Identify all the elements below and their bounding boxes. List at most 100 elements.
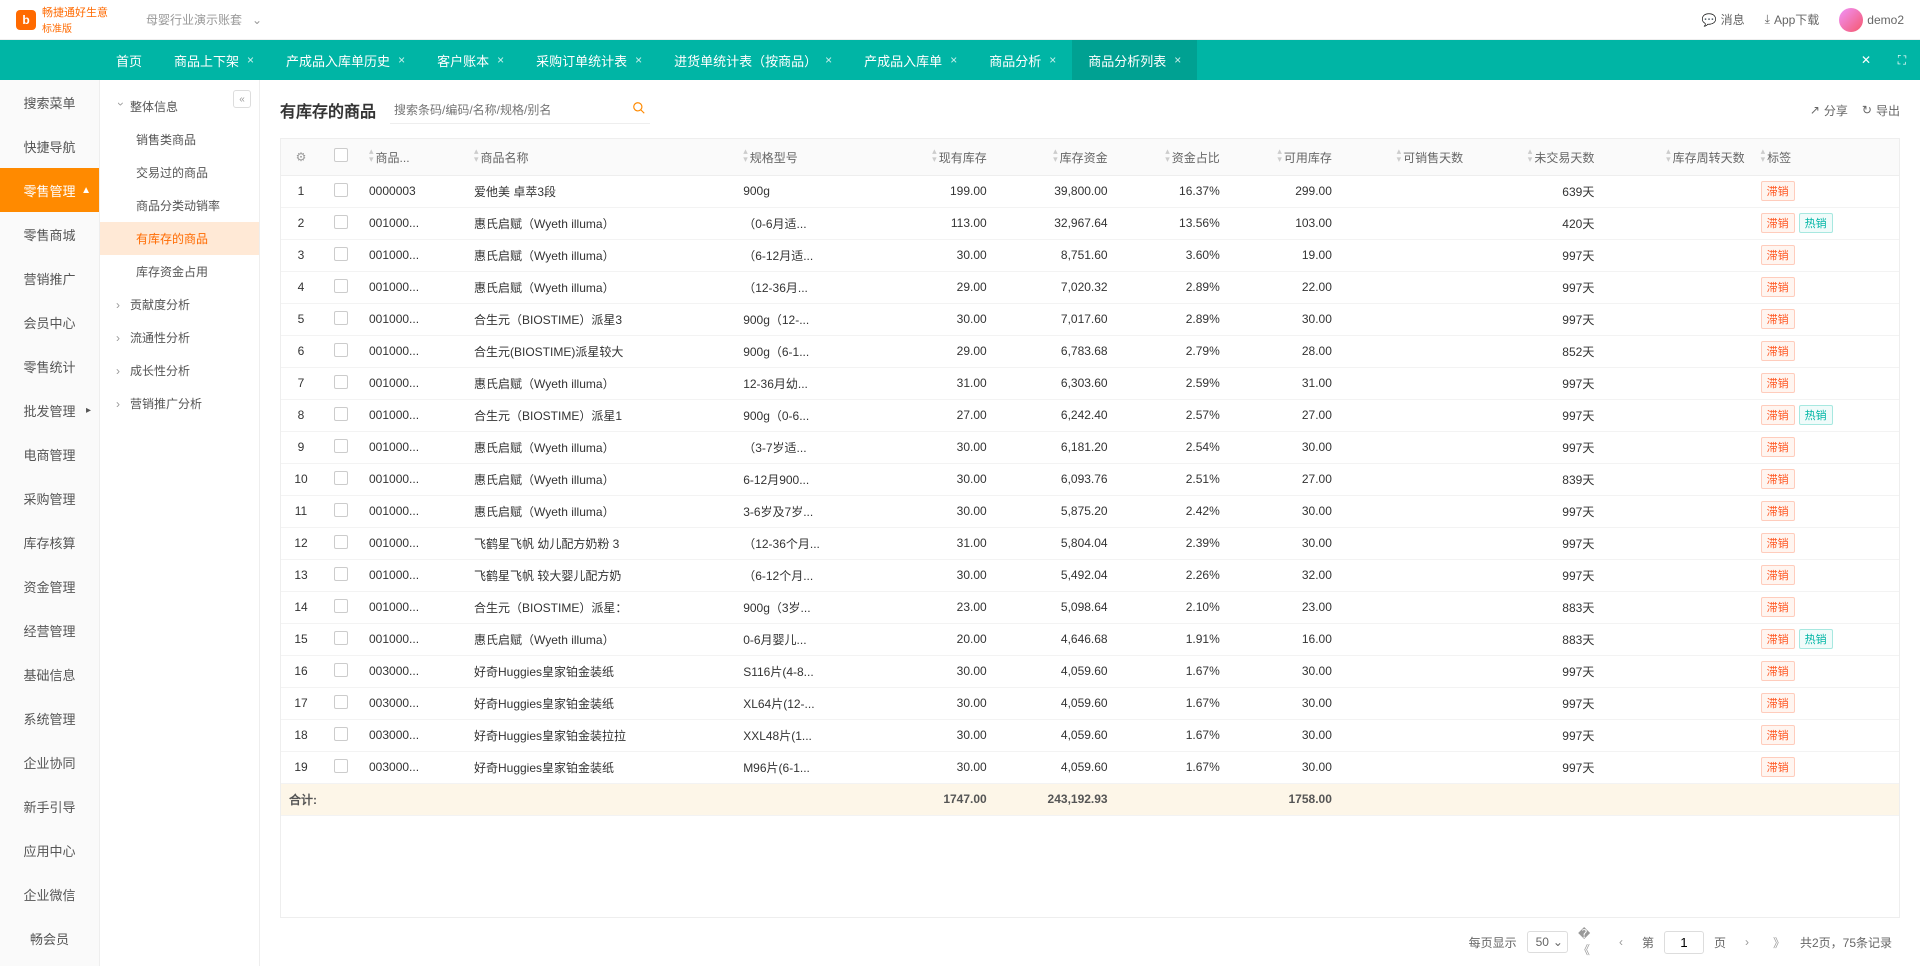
tab-6[interactable]: 产成品入库单× — [848, 40, 973, 80]
tree-sibling-1[interactable]: 流通性分析 — [100, 321, 259, 354]
table-row[interactable]: 16003000...好奇Huggies皇家铂金装纸S116片(4-8...30… — [281, 655, 1899, 687]
collapse-sidebar-button[interactable]: « — [233, 90, 251, 108]
table-row[interactable]: 14001000...合生元（BIOSTIME）派星：900g（3岁...23.… — [281, 591, 1899, 623]
row-checkbox[interactable] — [334, 695, 348, 709]
table-row[interactable]: 2001000...惠氏启赋（Wyeth illuma）（0-6月适...113… — [281, 207, 1899, 239]
table-row[interactable]: 12001000...飞鹤星飞帆 幼儿配方奶粉 3（12-36个月...31.0… — [281, 527, 1899, 559]
col-header-9[interactable]: ▴▾可销售天数 — [1340, 139, 1471, 175]
row-checkbox[interactable] — [334, 663, 348, 677]
table-row[interactable]: 9001000...惠氏启赋（Wyeth illuma）（3-7岁适...30.… — [281, 431, 1899, 463]
nav-item-6[interactable]: 零售统计 — [0, 344, 99, 388]
nav-item-14[interactable]: 系统管理 — [0, 696, 99, 740]
messages-button[interactable]: 💬 消息 — [1702, 11, 1745, 28]
next-page-button[interactable]: › — [1736, 931, 1758, 953]
close-icon[interactable]: × — [825, 53, 832, 67]
row-checkbox[interactable] — [334, 535, 348, 549]
tab-8[interactable]: 商品分析列表× — [1072, 40, 1197, 80]
prev-page-button[interactable]: ‹ — [1610, 931, 1632, 953]
tree-child-2[interactable]: 商品分类动销率 — [100, 189, 259, 222]
tree-child-1[interactable]: 交易过的商品 — [100, 156, 259, 189]
table-row[interactable]: 10000003爱他美 卓萃3段900g199.0039,800.0016.37… — [281, 175, 1899, 207]
tree-child-4[interactable]: 库存资金占用 — [100, 255, 259, 288]
nav-item-1[interactable]: 快捷导航 — [0, 124, 99, 168]
table-row[interactable]: 18003000...好奇Huggies皇家铂金装拉拉XXL48片(1...30… — [281, 719, 1899, 751]
export-button[interactable]: ↻ 导出 — [1862, 102, 1900, 119]
table-row[interactable]: 11001000...惠氏启赋（Wyeth illuma）3-6岁及7岁...3… — [281, 495, 1899, 527]
table-row[interactable]: 3001000...惠氏启赋（Wyeth illuma）（6-12月适...30… — [281, 239, 1899, 271]
nav-item-15[interactable]: 企业协同 — [0, 740, 99, 784]
col-header-0[interactable]: ⚙ — [281, 139, 321, 175]
nav-item-16[interactable]: 新手引导 — [0, 784, 99, 828]
col-header-11[interactable]: ▴▾库存周转天数 — [1602, 139, 1752, 175]
row-checkbox[interactable] — [334, 599, 348, 613]
col-header-7[interactable]: ▴▾资金占比 — [1116, 139, 1228, 175]
table-row[interactable]: 17003000...好奇Huggies皇家铂金装纸XL64片(12-...30… — [281, 687, 1899, 719]
table-row[interactable]: 7001000...惠氏启赋（Wyeth illuma）12-36月幼...31… — [281, 367, 1899, 399]
close-icon[interactable]: × — [1049, 53, 1056, 67]
close-icon[interactable]: × — [398, 53, 405, 67]
page-input[interactable] — [1664, 931, 1704, 954]
nav-item-8[interactable]: 电商管理 — [0, 432, 99, 476]
nav-item-3[interactable]: 零售商城 — [0, 212, 99, 256]
row-checkbox[interactable] — [334, 407, 348, 421]
nav-item-17[interactable]: 应用中心 — [0, 828, 99, 872]
share-button[interactable]: ↗ 分享 — [1810, 102, 1848, 119]
row-checkbox[interactable] — [334, 503, 348, 517]
table-row[interactable]: 8001000...合生元（BIOSTIME）派星1900g（0-6...27.… — [281, 399, 1899, 431]
row-checkbox[interactable] — [334, 215, 348, 229]
close-icon[interactable]: × — [635, 53, 642, 67]
tab-2[interactable]: 产成品入库单历史× — [270, 40, 421, 80]
table-row[interactable]: 5001000...合生元（BIOSTIME）派星3900g（12-...30.… — [281, 303, 1899, 335]
last-page-button[interactable]: 》 — [1768, 931, 1790, 953]
row-checkbox[interactable] — [334, 375, 348, 389]
tree-sibling-0[interactable]: 贡献度分析 — [100, 288, 259, 321]
tab-1[interactable]: 商品上下架× — [158, 40, 270, 80]
table-row[interactable]: 10001000...惠氏启赋（Wyeth illuma）6-12月900...… — [281, 463, 1899, 495]
row-checkbox[interactable] — [334, 439, 348, 453]
col-header-6[interactable]: ▴▾库存资金 — [995, 139, 1116, 175]
table-row[interactable]: 15001000...惠氏启赋（Wyeth illuma）0-6月婴儿...20… — [281, 623, 1899, 655]
nav-item-13[interactable]: 基础信息 — [0, 652, 99, 696]
nav-item-10[interactable]: 库存核算 — [0, 520, 99, 564]
row-checkbox[interactable] — [334, 183, 348, 197]
account-selector[interactable]: 母婴行业演示账套 ⌄ — [146, 11, 262, 28]
tree-sibling-2[interactable]: 成长性分析 — [100, 354, 259, 387]
nav-item-19[interactable]: 畅会员 — [0, 916, 99, 960]
nav-item-18[interactable]: 企业微信 — [0, 872, 99, 916]
nav-item-2[interactable]: 零售管理▲ — [0, 168, 99, 212]
table-row[interactable]: 6001000...合生元(BIOSTIME)派星较大900g（6-1...29… — [281, 335, 1899, 367]
app-download-button[interactable]: ⤓ App下载 — [1765, 11, 1820, 28]
row-checkbox[interactable] — [334, 567, 348, 581]
nav-item-11[interactable]: 资金管理 — [0, 564, 99, 608]
row-checkbox[interactable] — [334, 279, 348, 293]
tab-5[interactable]: 进货单统计表（按商品）× — [658, 40, 848, 80]
close-icon[interactable]: × — [950, 53, 957, 67]
col-header-3[interactable]: ▴▾商品名称 — [466, 139, 735, 175]
row-checkbox[interactable] — [334, 311, 348, 325]
col-header-2[interactable]: ▴▾商品... — [361, 139, 466, 175]
table-row[interactable]: 19003000...好奇Huggies皇家铂金装纸M96片(6-1...30.… — [281, 751, 1899, 783]
tab-4[interactable]: 采购订单统计表× — [520, 40, 658, 80]
nav-item-4[interactable]: 营销推广 — [0, 256, 99, 300]
col-header-10[interactable]: ▴▾未交易天数 — [1471, 139, 1602, 175]
tree-child-3[interactable]: 有库存的商品 — [100, 222, 259, 255]
tree-child-0[interactable]: 销售类商品 — [100, 123, 259, 156]
col-header-1[interactable] — [321, 139, 361, 175]
user-menu[interactable]: demo2 — [1839, 8, 1904, 32]
row-checkbox[interactable] — [334, 631, 348, 645]
fullscreen-button[interactable]: ⛶ — [1884, 40, 1920, 80]
nav-item-0[interactable]: 搜索菜单 — [0, 80, 99, 124]
search-input[interactable] — [390, 97, 650, 124]
table-row[interactable]: 4001000...惠氏启赋（Wyeth illuma）（12-36月...29… — [281, 271, 1899, 303]
col-header-4[interactable]: ▴▾规格型号 — [735, 139, 882, 175]
per-page-select[interactable]: 50 ⌄ — [1527, 931, 1568, 953]
tab-0[interactable]: 首页 — [100, 40, 158, 80]
gear-icon[interactable]: ⚙ — [296, 150, 307, 164]
col-header-8[interactable]: ▴▾可用库存 — [1228, 139, 1340, 175]
close-icon[interactable]: × — [247, 53, 254, 67]
nav-item-5[interactable]: 会员中心 — [0, 300, 99, 344]
close-all-tabs-button[interactable]: ✕ — [1848, 40, 1884, 80]
row-checkbox[interactable] — [334, 471, 348, 485]
tree-sibling-3[interactable]: 营销推广分析 — [100, 387, 259, 420]
tab-3[interactable]: 客户账本× — [421, 40, 520, 80]
